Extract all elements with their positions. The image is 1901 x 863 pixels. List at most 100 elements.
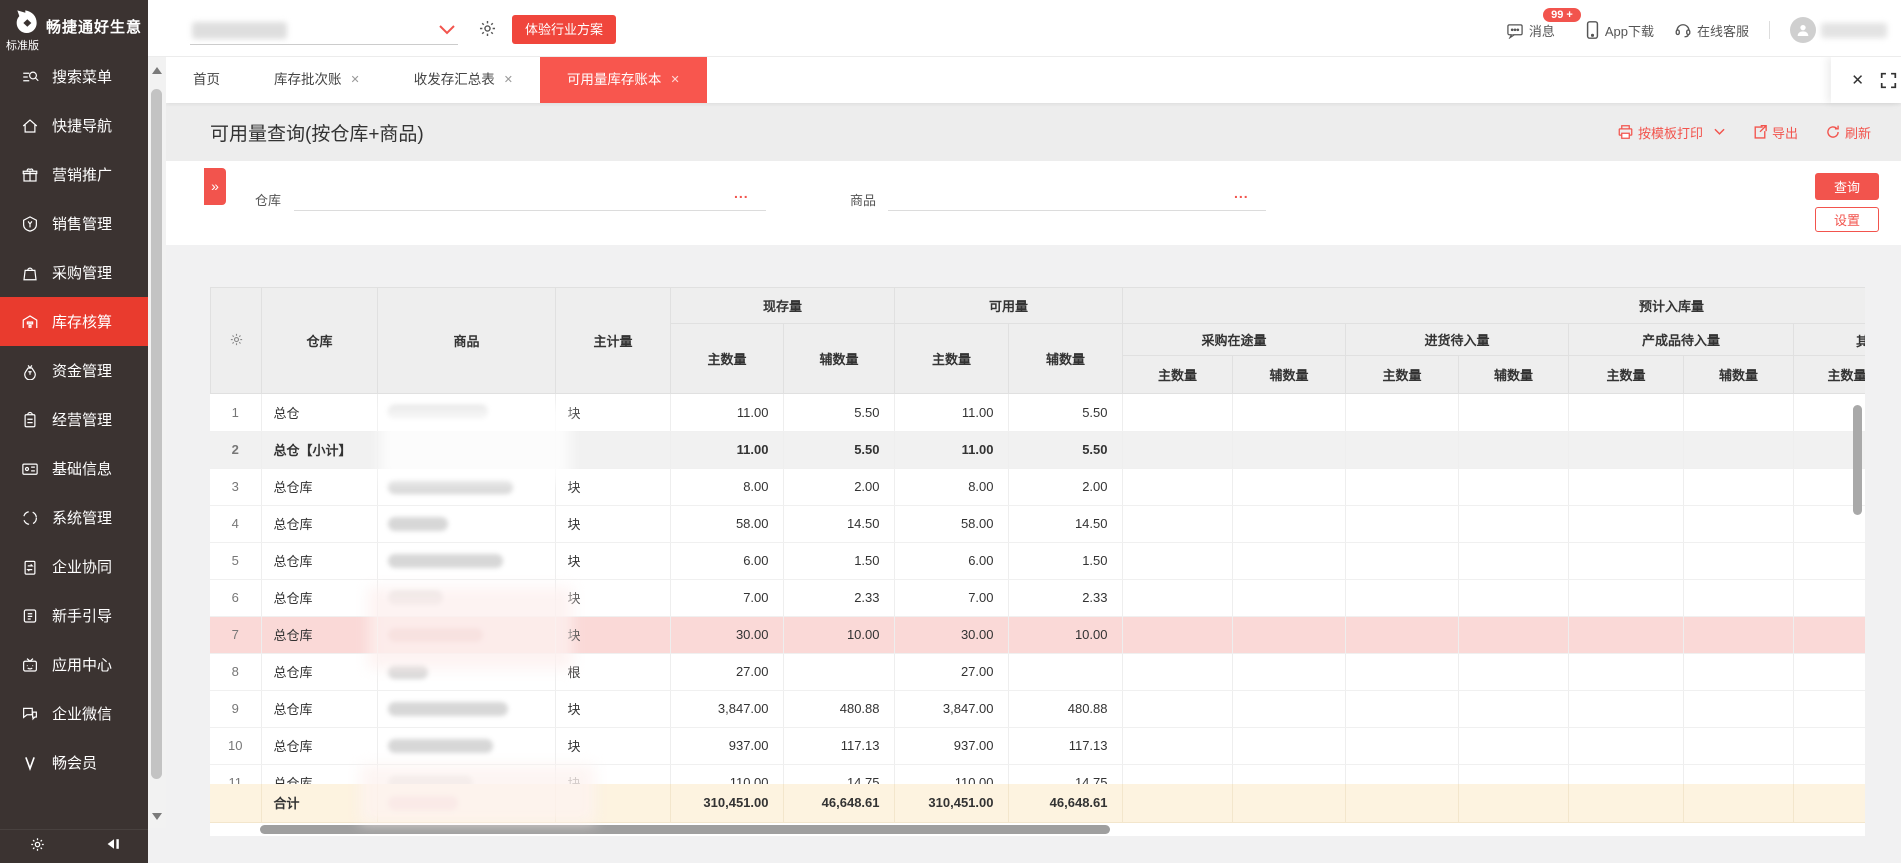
table-row[interactable]: 1 总仓块 11.00 5.50 11.00 5.50: [210, 394, 1865, 432]
product-name-redacted: [387, 516, 448, 531]
sidebar-item-beginner-guide[interactable]: 新手引导: [0, 591, 148, 640]
tab-home[interactable]: 首页: [193, 72, 220, 87]
org-name-redacted: [192, 22, 287, 39]
tab-1[interactable]: 库存批次账 ✕: [247, 57, 387, 103]
tab-close-icon[interactable]: ✕: [670, 74, 680, 86]
query-button[interactable]: 查询: [1815, 173, 1879, 200]
product-filter-label: 商品: [850, 193, 877, 208]
group-header-available: 可用量: [894, 287, 1124, 324]
sidebar-item-system[interactable]: 系统管理: [0, 493, 148, 542]
sidebar-item-member[interactable]: 畅会员: [0, 738, 148, 787]
table-row[interactable]: 8 总仓库根 27.00 27.00: [210, 653, 1865, 691]
group-header-incoming: 进货待入量: [1345, 323, 1570, 356]
chevron-down-icon: [1714, 128, 1725, 135]
quick-nav-icon: [21, 117, 39, 135]
scroll-up-arrow[interactable]: [152, 67, 162, 74]
gear-icon[interactable]: [478, 19, 497, 38]
horizontal-scrollbar-thumb[interactable]: [260, 824, 1110, 834]
warehouse-filter-input[interactable]: [294, 175, 766, 211]
export-icon: [1754, 124, 1767, 139]
column-settings-gear-icon[interactable]: [210, 287, 262, 394]
sidebar-item-base-info[interactable]: 基础信息: [0, 444, 148, 493]
divider: [1769, 21, 1770, 39]
org-selector[interactable]: [190, 44, 458, 45]
tab-3[interactable]: 可用量库存账本 ✕: [539, 57, 707, 103]
sidebar-item-wechat[interactable]: 企业微信: [0, 689, 148, 738]
main-content: 可用量查询(按仓库+商品) 按模板打印 导出 刷新 » 仓库 ... 商品 ..…: [166, 103, 1901, 863]
horizontal-scrollbar[interactable]: [210, 823, 1865, 837]
close-all-tabs-icon[interactable]: ✕: [1851, 72, 1864, 89]
table-row[interactable]: 3 总仓库块 8.00 2.00 8.00 2.00: [210, 468, 1865, 506]
total-label: 合计: [261, 784, 378, 823]
sidebar-item-inventory[interactable]: 库存核算: [0, 297, 148, 346]
headset-icon: [1675, 24, 1691, 38]
table-row[interactable]: 11 总仓库块 110.00 14.75 110.00 14.75: [210, 764, 1865, 784]
table-row[interactable]: 5 总仓库块 6.00 1.50 6.00 1.50: [210, 542, 1865, 580]
user-account[interactable]: [1790, 17, 1887, 43]
warehouse-more-button[interactable]: ...: [734, 185, 749, 201]
total-row: 合计 310,451.00 46,648.61 310,451.00 46,648.61: [210, 784, 1865, 823]
sidebar-scrollbar[interactable]: [148, 57, 166, 828]
clipped-group-header: 其: [1856, 334, 1865, 349]
app-center-icon: [21, 656, 39, 674]
wechat-icon: [21, 705, 39, 723]
sidebar-item-funds[interactable]: 资金管理: [0, 346, 148, 395]
sidebar-item-marketing[interactable]: 营销推广: [0, 150, 148, 199]
table-row[interactable]: 10 总仓库块 937.00 117.13 937.00 117.13: [210, 727, 1865, 765]
tab-close-icon[interactable]: ✕: [350, 74, 360, 86]
group-header-expected-inbound: 预计入库量: [1122, 287, 1865, 324]
table-row[interactable]: 4 总仓库块 58.00 14.50 58.00 14.50: [210, 505, 1865, 543]
data-table: 仓库 商品 主计量 现存量 可用量 预计入库量 主数量 辅数量 主数量 辅数量 采购在途量 进货待入量…: [210, 287, 1865, 836]
tabbar: 首页 库存批次账 ✕ 收发存汇总表 ✕ 可用量库存账本 ✕ ✕: [166, 57, 1901, 103]
sidebar-item-search-menu[interactable]: 搜索菜单: [0, 52, 148, 101]
settings-button[interactable]: 设置: [1815, 207, 1879, 232]
product-name-redacted: [387, 738, 493, 753]
sidebar-item-collaboration[interactable]: 企业协同: [0, 542, 148, 591]
fullscreen-icon[interactable]: [1880, 72, 1897, 89]
sidebar-scrollbar-thumb[interactable]: [151, 89, 162, 779]
group-header-current-stock: 现存量: [669, 287, 896, 324]
tab-close-icon[interactable]: ✕: [503, 74, 513, 86]
table-row[interactable]: 7 总仓库块 30.00 10.00 30.00 10.00: [210, 616, 1865, 654]
title-actions: 按模板打印 导出 刷新: [1618, 123, 1871, 142]
group-header-finished-goods: 产成品待入量: [1568, 323, 1795, 356]
table-row[interactable]: 9 总仓库块 3,847.00 480.88 3,847.00 480.88: [210, 690, 1865, 728]
system-icon: [21, 509, 39, 527]
sidebar: 畅捷通好生意 标准版 搜索菜单 快捷导航 营销推广 销售管理 采购管理 库存核算 资金管理经…: [0, 0, 148, 863]
sidebar-item-quick-nav[interactable]: 快捷导航: [0, 101, 148, 150]
refresh-button[interactable]: 刷新: [1826, 123, 1871, 142]
tab-tools: ✕: [1831, 57, 1901, 103]
experience-solution-button[interactable]: 体验行业方案: [512, 15, 617, 44]
filter-expander-button[interactable]: »: [204, 168, 226, 205]
product-name-redacted: [387, 775, 473, 784]
beginner-guide-icon: [21, 607, 39, 625]
sidebar-item-purchase[interactable]: 采购管理: [0, 248, 148, 297]
vertical-scrollbar-thumb[interactable]: [1853, 405, 1862, 515]
edition-badge: 标准版: [6, 40, 39, 52]
sidebar-collapse-icon[interactable]: [106, 837, 122, 856]
export-button[interactable]: 导出: [1753, 123, 1798, 142]
messages-item[interactable]: 消息 99 +: [1506, 7, 1581, 40]
funds-icon: [21, 362, 39, 380]
product-more-button[interactable]: ...: [1234, 185, 1249, 201]
sidebar-item-sales[interactable]: 销售管理: [0, 199, 148, 248]
avatar: [1790, 17, 1816, 43]
sidebar-item-operations[interactable]: 经营管理: [0, 395, 148, 444]
marketing-icon: [21, 166, 39, 184]
messages-badge: 99 +: [1543, 7, 1581, 22]
app-download-item[interactable]: App下载: [1585, 21, 1654, 40]
product-filter-input[interactable]: [888, 175, 1266, 211]
table-row[interactable]: 6 总仓库块 7.00 2.33 7.00 2.33: [210, 579, 1865, 617]
tab-2[interactable]: 收发存汇总表 ✕: [387, 57, 540, 103]
scroll-down-arrow[interactable]: [152, 813, 162, 820]
group-header-other: [1793, 323, 1865, 356]
sidebar-settings-gear-icon[interactable]: [30, 837, 45, 857]
online-service-item[interactable]: 在线客服: [1674, 21, 1749, 40]
product-name-redacted: [387, 553, 503, 568]
product-name-redacted: [387, 627, 483, 642]
print-by-template-button[interactable]: 按模板打印: [1618, 123, 1725, 142]
product-name-redacted: [387, 590, 443, 605]
table-row[interactable]: 2 总仓【小计】 11.00 5.50 11.00 5.50: [210, 431, 1865, 469]
chevron-down-icon[interactable]: [438, 24, 456, 36]
sidebar-item-app-center[interactable]: 应用中心: [0, 640, 148, 689]
